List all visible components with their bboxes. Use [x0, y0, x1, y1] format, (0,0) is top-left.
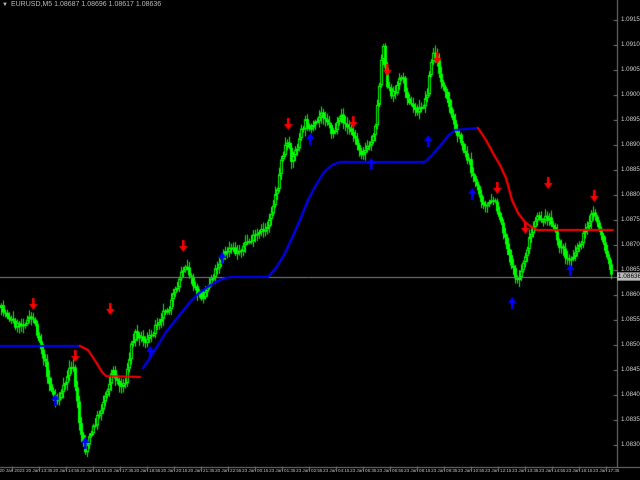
time-axis-label: 20 Jan 13:35 [26, 469, 53, 474]
price-axis-label: 1.08550 [621, 316, 640, 323]
time-axis-label: 23 Jan 05:35 [350, 469, 377, 474]
time-axis-label: 20 Jan 17:35 [107, 469, 134, 474]
price-axis-label: 1.08800 [621, 191, 640, 198]
time-axis-label: 23 Jan 12:15 [485, 469, 512, 474]
time-axis-label: 20 Jan 2023 [0, 469, 25, 474]
time-axis-label: 23 Jan 00:15 [242, 469, 269, 474]
price-axis-label: 1.09000 [621, 91, 640, 98]
price-axis-label: 1.08700 [621, 241, 640, 248]
price-axis-label: 1.08300 [621, 441, 640, 448]
time-axis-label: 23 Jan 04:15 [323, 469, 350, 474]
price-axis-label: 1.08850 [621, 166, 640, 173]
price-axis-label: 1.08350 [621, 416, 640, 423]
time-axis-label: 23 Jan 01:35 [269, 469, 296, 474]
chart-title: ▼ EURUSD,M5 1.08687 1.08696 1.08617 1.08… [2, 1, 161, 8]
price-axis-label: 1.08400 [621, 391, 640, 398]
time-axis-label: 20 Jan 14:55 [53, 469, 80, 474]
time-axis-label: 20 Jan 18:55 [134, 469, 161, 474]
time-axis-label: 23 Jan 17:35 [593, 469, 620, 474]
price-axis-label: 1.09100 [621, 41, 640, 48]
price-axis-label: 1.08900 [621, 141, 640, 148]
price-axis-label: 1.08500 [621, 341, 640, 348]
time-axis-label: 20 Jan 22:55 [215, 469, 242, 474]
time-axis-label: 23 Jan 10:55 [458, 469, 485, 474]
current-price-badge: 1.08636 [617, 272, 640, 281]
time-axis-label: 23 Jan 14:55 [539, 469, 566, 474]
price-axis-label: 1.08650 [621, 266, 640, 273]
time-axis-label: 20 Jan 21:35 [188, 469, 215, 474]
time-axis-label: 23 Jan 02:55 [296, 469, 323, 474]
time-axis-label: 23 Jan 16:15 [566, 469, 593, 474]
time-axis-label: 23 Jan 06:55 [377, 469, 404, 474]
symbol-ohlc-text: EURUSD,M5 1.08687 1.08696 1.08617 1.0863… [10, 1, 162, 8]
price-axis-label: 1.08600 [621, 291, 640, 298]
price-axis-label: 1.08450 [621, 366, 640, 373]
price-axis-label: 1.09050 [621, 66, 640, 73]
time-axis-label: 20 Jan 16:15 [80, 469, 107, 474]
time-axis-label: 20 Jan 20:15 [161, 469, 188, 474]
time-axis-label: 23 Jan 08:15 [404, 469, 431, 474]
time-axis-label: 23 Jan 13:35 [512, 469, 539, 474]
price-axis-label: 1.08750 [621, 216, 640, 223]
price-axis-label: 1.09150 [621, 16, 640, 23]
time-axis-label: 23 Jan 09:35 [431, 469, 458, 474]
price-axis-label: 1.08950 [621, 116, 640, 123]
symbol-dropdown-icon[interactable]: ▼ [2, 1, 8, 8]
